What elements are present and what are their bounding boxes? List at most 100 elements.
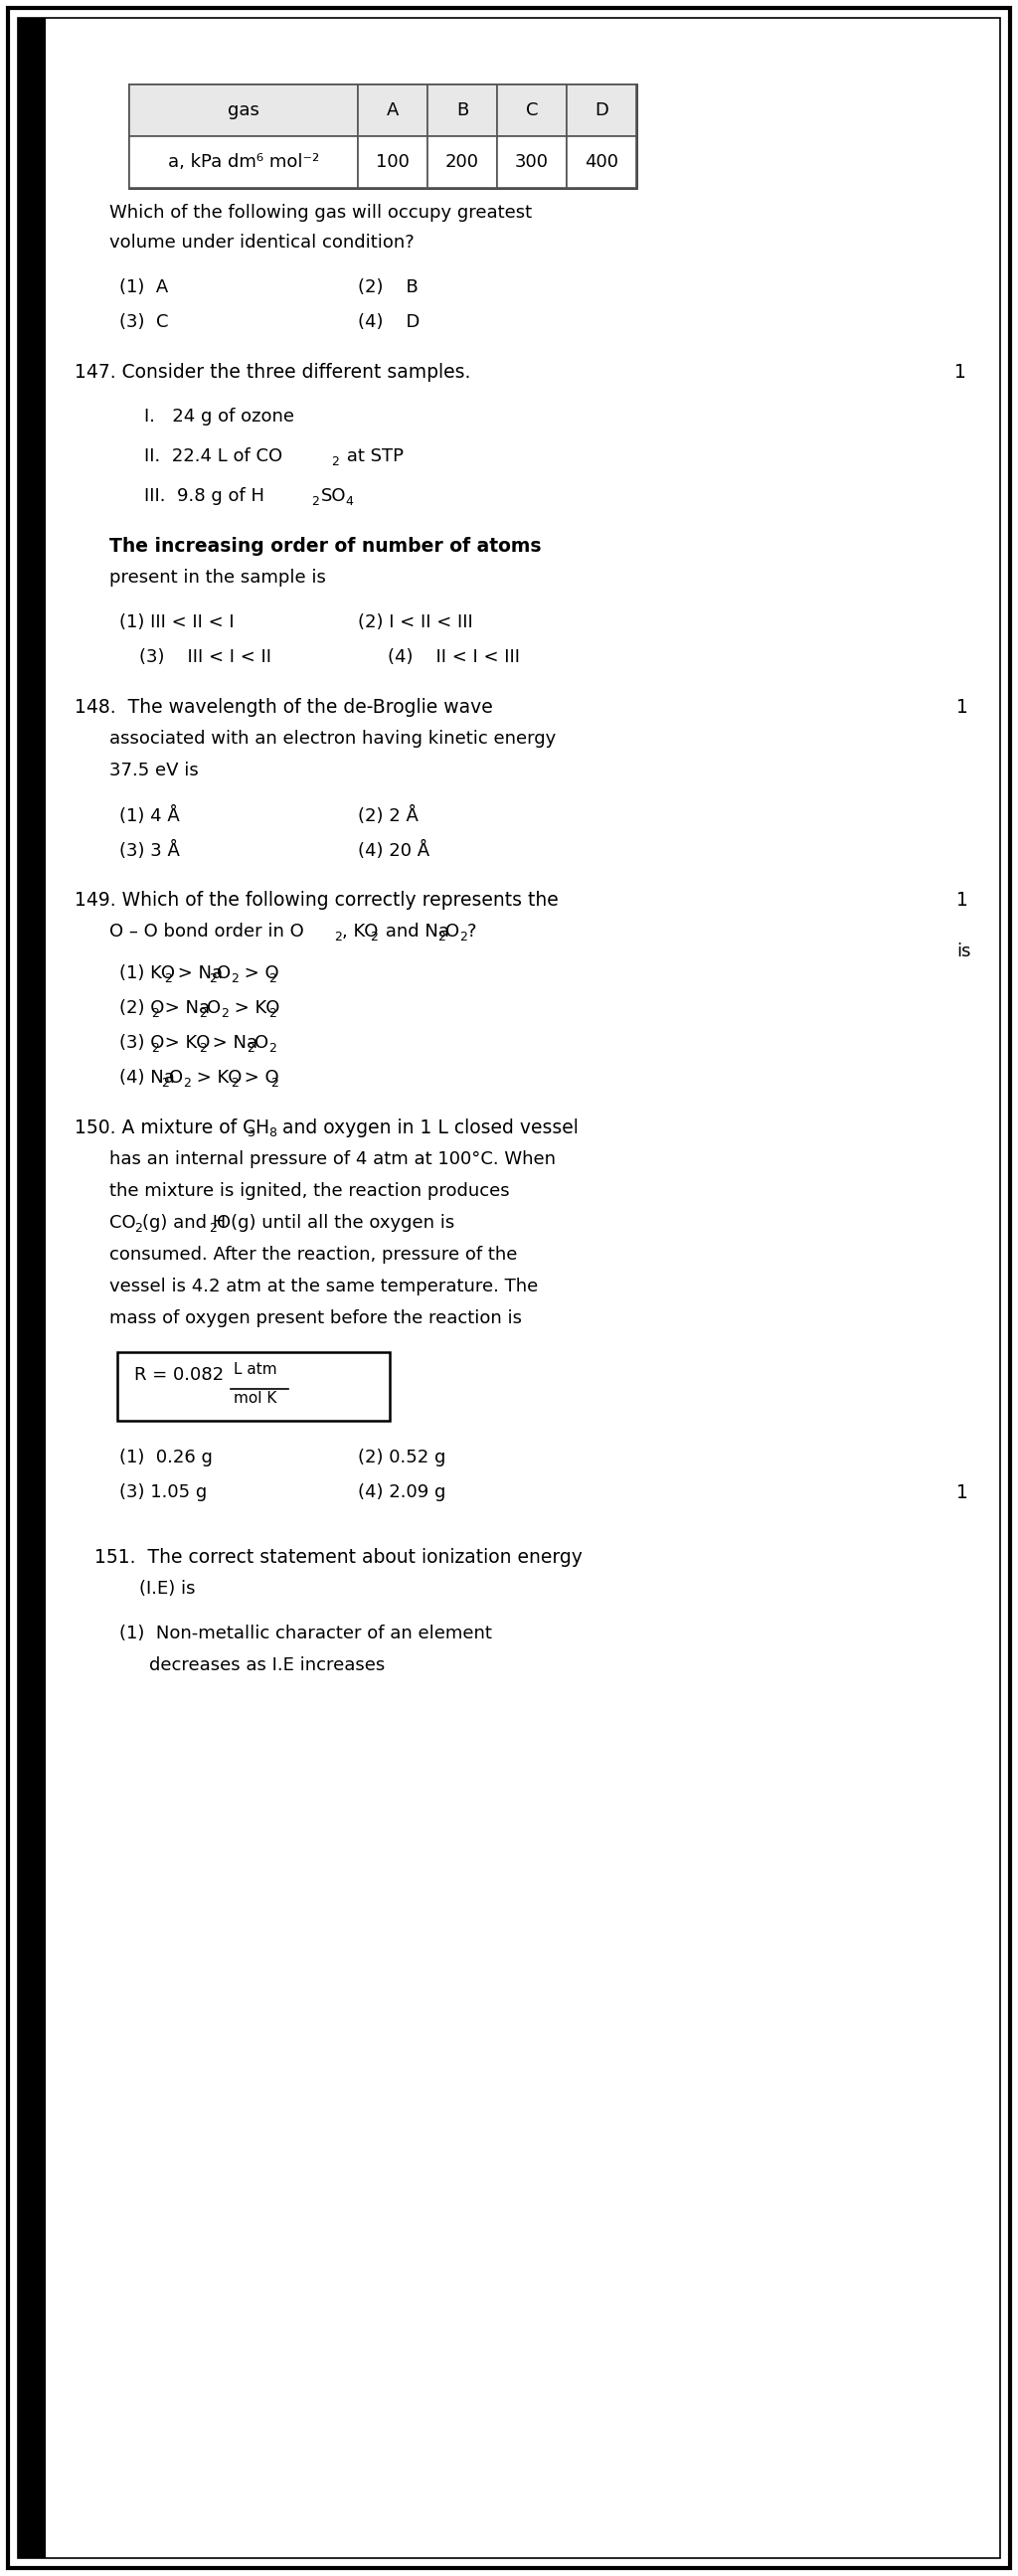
Text: 37.5 eV is: 37.5 eV is <box>109 762 199 781</box>
Text: L atm: L atm <box>233 1363 277 1378</box>
FancyBboxPatch shape <box>117 1352 390 1422</box>
Bar <box>129 85 636 188</box>
Text: 2: 2 <box>331 456 339 469</box>
Text: vessel is 4.2 atm at the same temperature. The: vessel is 4.2 atm at the same temperatur… <box>109 1278 539 1296</box>
Bar <box>358 137 428 188</box>
Text: R = 0.082: R = 0.082 <box>134 1365 224 1383</box>
Text: O: O <box>207 999 221 1018</box>
Text: (3)  C: (3) C <box>119 314 169 332</box>
Text: II.  22.4 L of CO: II. 22.4 L of CO <box>145 448 282 466</box>
Text: > KO: > KO <box>191 1069 242 1087</box>
Text: (3)    III < I < II: (3) III < I < II <box>139 649 272 667</box>
Text: (1)  A: (1) A <box>119 278 168 296</box>
Text: Which of the following gas will occupy greatest: Which of the following gas will occupy g… <box>109 204 532 222</box>
Text: I.   24 g of ozone: I. 24 g of ozone <box>145 407 294 425</box>
Text: volume under identical condition?: volume under identical condition? <box>109 234 414 252</box>
Text: 2: 2 <box>312 495 319 507</box>
Bar <box>567 85 636 137</box>
Text: 2: 2 <box>269 971 276 984</box>
Text: 2: 2 <box>269 1041 276 1054</box>
Text: (g) and H: (g) and H <box>143 1213 226 1231</box>
Text: > Na: > Na <box>207 1033 258 1051</box>
Text: O(g) until all the oxygen is: O(g) until all the oxygen is <box>217 1213 455 1231</box>
Text: 149. Which of the following correctly represents the: 149. Which of the following correctly re… <box>74 891 559 909</box>
Text: A: A <box>387 100 399 118</box>
Text: a, kPa dm⁶ mol⁻²: a, kPa dm⁶ mol⁻² <box>168 152 320 170</box>
Text: 100: 100 <box>376 152 409 170</box>
Bar <box>428 137 497 188</box>
Text: the mixture is ignited, the reaction produces: the mixture is ignited, the reaction pro… <box>109 1182 510 1200</box>
Text: O – O bond order in O: O – O bond order in O <box>109 922 304 940</box>
Text: ?: ? <box>467 922 476 940</box>
Text: and Na: and Na <box>380 922 449 940</box>
Text: (1)  0.26 g: (1) 0.26 g <box>119 1448 213 1466</box>
Text: 1: 1 <box>956 891 968 909</box>
Bar <box>129 85 358 137</box>
FancyBboxPatch shape <box>8 8 1010 2568</box>
Text: > KO: > KO <box>229 999 280 1018</box>
Text: 1: 1 <box>956 1484 968 1502</box>
Text: 2: 2 <box>271 1077 278 1090</box>
Text: 2: 2 <box>151 1007 159 1020</box>
Text: (4) 20 Å: (4) 20 Å <box>358 842 430 860</box>
Text: 2: 2 <box>209 971 217 984</box>
Text: gas: gas <box>228 100 260 118</box>
Text: 2: 2 <box>231 971 238 984</box>
Text: 147. Consider the three different samples.: 147. Consider the three different sample… <box>74 363 470 381</box>
Text: C: C <box>525 100 539 118</box>
Text: 8: 8 <box>269 1126 276 1139</box>
Text: and oxygen in 1 L closed vessel: and oxygen in 1 L closed vessel <box>276 1118 578 1139</box>
Text: 3: 3 <box>246 1126 254 1139</box>
Text: 200: 200 <box>446 152 479 170</box>
Text: 2: 2 <box>246 1041 254 1054</box>
Text: > O: > O <box>238 963 279 981</box>
Text: O: O <box>254 1033 269 1051</box>
Text: (3) 3 Å: (3) 3 Å <box>119 842 180 860</box>
Text: 2: 2 <box>370 930 378 943</box>
Text: > Na: > Na <box>172 963 223 981</box>
Text: (4) Na: (4) Na <box>119 1069 175 1087</box>
Text: decreases as I.E increases: decreases as I.E increases <box>149 1656 385 1674</box>
Text: (2) O: (2) O <box>119 999 164 1018</box>
Text: > O: > O <box>238 1069 279 1087</box>
Text: 2: 2 <box>183 1077 190 1090</box>
Text: is: is <box>956 943 971 961</box>
Text: (2)    B: (2) B <box>358 278 418 296</box>
Text: 2: 2 <box>459 930 467 943</box>
Text: 400: 400 <box>584 152 618 170</box>
Text: (1) 4 Å: (1) 4 Å <box>119 806 180 824</box>
Text: consumed. After the reaction, pressure of the: consumed. After the reaction, pressure o… <box>109 1247 517 1265</box>
Text: 4: 4 <box>345 495 353 507</box>
Text: 2: 2 <box>269 1007 276 1020</box>
Text: 2: 2 <box>134 1221 143 1234</box>
Text: 2: 2 <box>164 971 172 984</box>
Text: , KO: , KO <box>342 922 378 940</box>
Text: 300: 300 <box>515 152 549 170</box>
Text: 2: 2 <box>199 1041 207 1054</box>
Text: mol K: mol K <box>233 1391 277 1406</box>
Text: (1)  Non-metallic character of an element: (1) Non-metallic character of an element <box>119 1625 492 1643</box>
Bar <box>497 85 567 137</box>
Text: 1: 1 <box>956 698 968 716</box>
Text: D: D <box>595 100 609 118</box>
Text: > KO: > KO <box>159 1033 210 1051</box>
Text: 2: 2 <box>151 1041 159 1054</box>
Text: (4)    II < I < III: (4) II < I < III <box>388 649 520 667</box>
Text: 2: 2 <box>209 1221 217 1234</box>
Text: SO: SO <box>321 487 346 505</box>
Bar <box>567 137 636 188</box>
Text: 2: 2 <box>438 930 445 943</box>
Text: (1) KO: (1) KO <box>119 963 175 981</box>
Text: III.  9.8 g of H: III. 9.8 g of H <box>145 487 265 505</box>
Text: 2: 2 <box>199 1007 207 1020</box>
Text: O: O <box>446 922 459 940</box>
Text: 150. A mixture of C: 150. A mixture of C <box>74 1118 256 1139</box>
Text: 2: 2 <box>334 930 342 943</box>
Text: 151.  The correct statement about ionization energy: 151. The correct statement about ionizat… <box>95 1548 582 1566</box>
Text: present in the sample is: present in the sample is <box>109 569 326 587</box>
Text: 2: 2 <box>231 1077 238 1090</box>
Text: 148.  The wavelength of the de-Broglie wave: 148. The wavelength of the de-Broglie wa… <box>74 698 493 716</box>
Bar <box>358 85 428 137</box>
Text: The increasing order of number of atoms: The increasing order of number of atoms <box>109 536 542 556</box>
Text: B: B <box>456 100 468 118</box>
